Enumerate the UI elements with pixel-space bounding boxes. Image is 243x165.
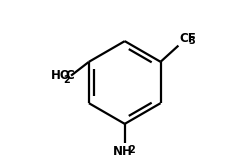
Text: 3: 3 bbox=[189, 36, 195, 46]
Text: CF: CF bbox=[179, 32, 196, 45]
Text: HO: HO bbox=[50, 69, 70, 82]
Text: NH: NH bbox=[113, 145, 133, 158]
Text: 2: 2 bbox=[63, 75, 70, 85]
Text: C: C bbox=[65, 69, 74, 82]
Text: 2: 2 bbox=[128, 145, 135, 155]
